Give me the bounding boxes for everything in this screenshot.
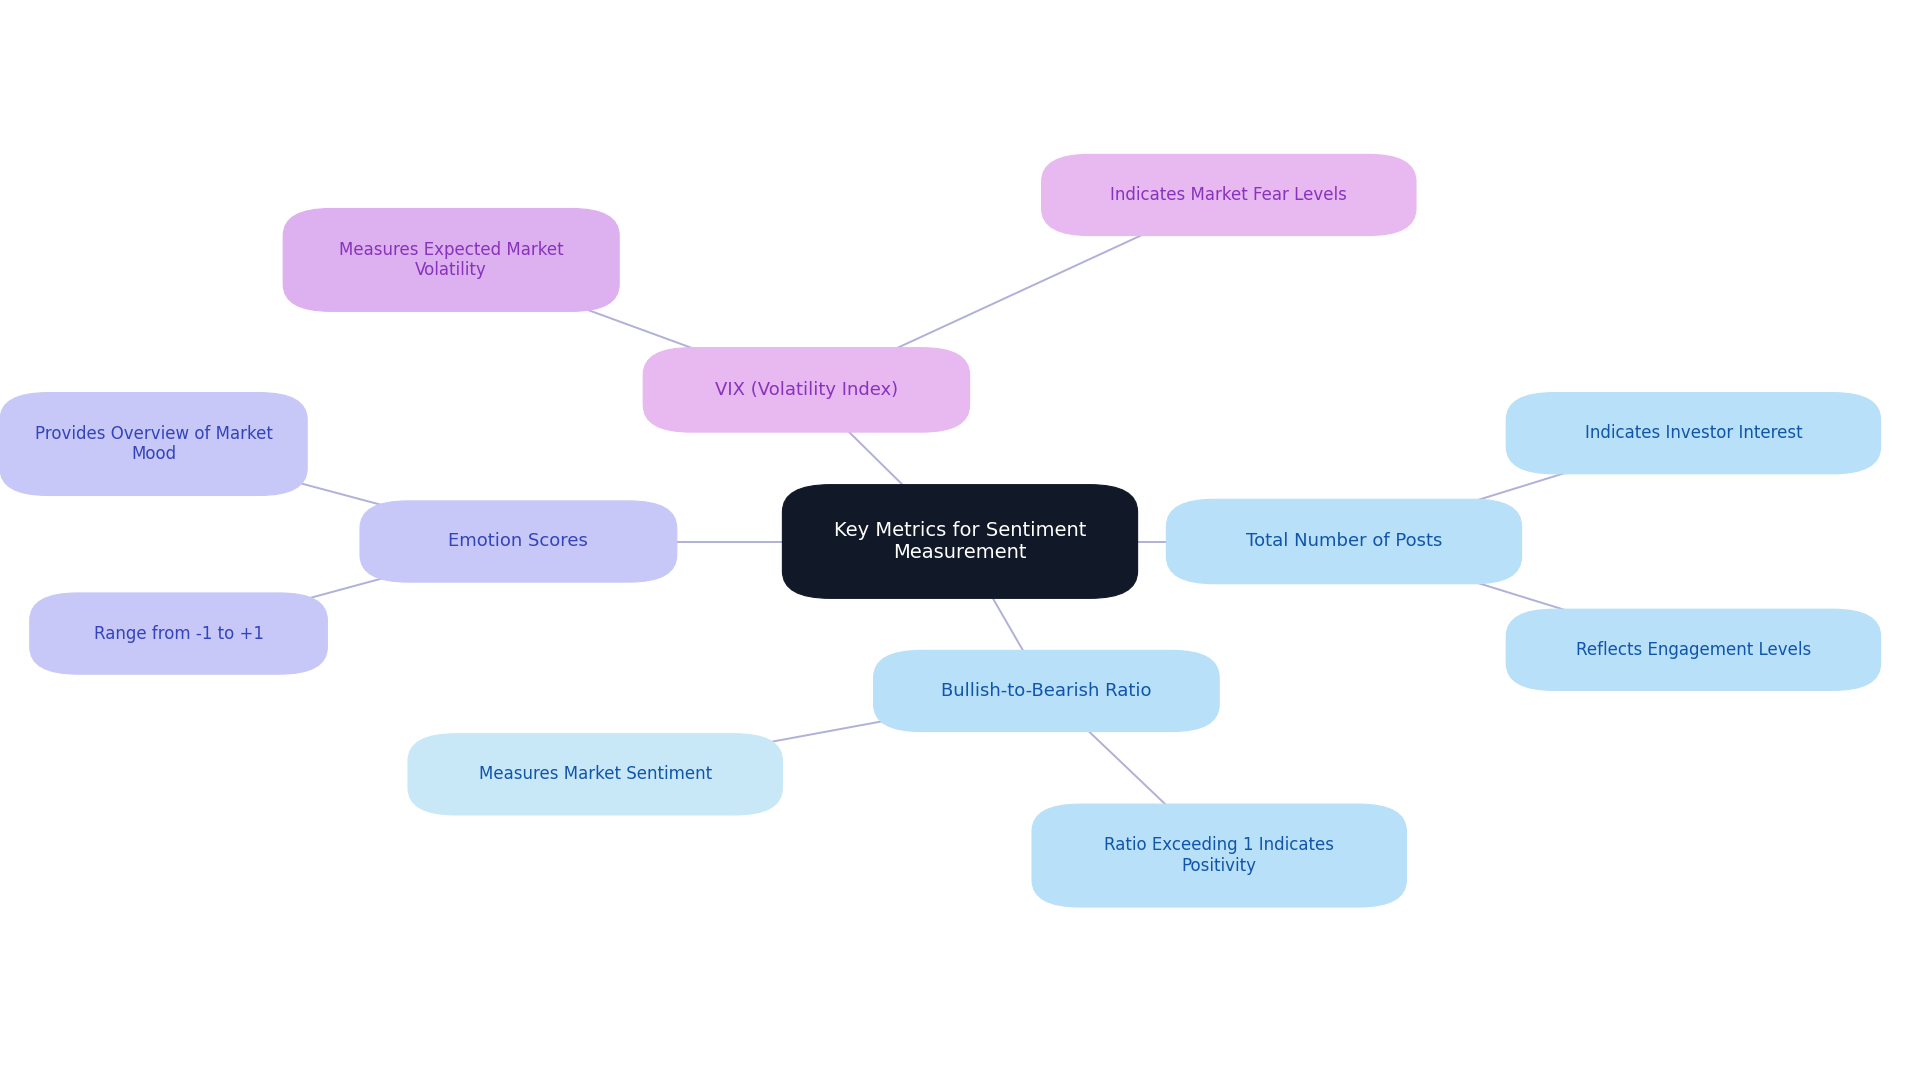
Text: Measures Expected Market
Volatility: Measures Expected Market Volatility	[340, 240, 563, 279]
Text: Reflects Engagement Levels: Reflects Engagement Levels	[1576, 641, 1811, 658]
Text: Range from -1 to +1: Range from -1 to +1	[94, 625, 263, 642]
FancyBboxPatch shape	[282, 208, 618, 312]
FancyBboxPatch shape	[0, 393, 307, 496]
Text: Indicates Market Fear Levels: Indicates Market Fear Levels	[1110, 186, 1348, 204]
Text: Provides Overview of Market
Mood: Provides Overview of Market Mood	[35, 425, 273, 464]
FancyBboxPatch shape	[1505, 393, 1882, 474]
FancyBboxPatch shape	[874, 650, 1219, 732]
FancyBboxPatch shape	[31, 593, 326, 674]
FancyBboxPatch shape	[1165, 499, 1521, 584]
Text: Emotion Scores: Emotion Scores	[449, 533, 588, 550]
Text: Bullish-to-Bearish Ratio: Bullish-to-Bearish Ratio	[941, 682, 1152, 700]
FancyBboxPatch shape	[1505, 609, 1882, 691]
FancyBboxPatch shape	[643, 348, 970, 432]
FancyBboxPatch shape	[783, 485, 1137, 598]
FancyBboxPatch shape	[1041, 155, 1417, 236]
Text: Measures Market Sentiment: Measures Market Sentiment	[478, 766, 712, 783]
Text: Ratio Exceeding 1 Indicates
Positivity: Ratio Exceeding 1 Indicates Positivity	[1104, 836, 1334, 875]
Text: VIX (Volatility Index): VIX (Volatility Index)	[714, 381, 899, 399]
FancyBboxPatch shape	[1033, 804, 1405, 908]
FancyBboxPatch shape	[407, 734, 783, 815]
Text: Total Number of Posts: Total Number of Posts	[1246, 533, 1442, 550]
FancyBboxPatch shape	[361, 500, 678, 583]
Text: Key Metrics for Sentiment
Measurement: Key Metrics for Sentiment Measurement	[833, 521, 1087, 562]
Text: Indicates Investor Interest: Indicates Investor Interest	[1584, 425, 1803, 442]
